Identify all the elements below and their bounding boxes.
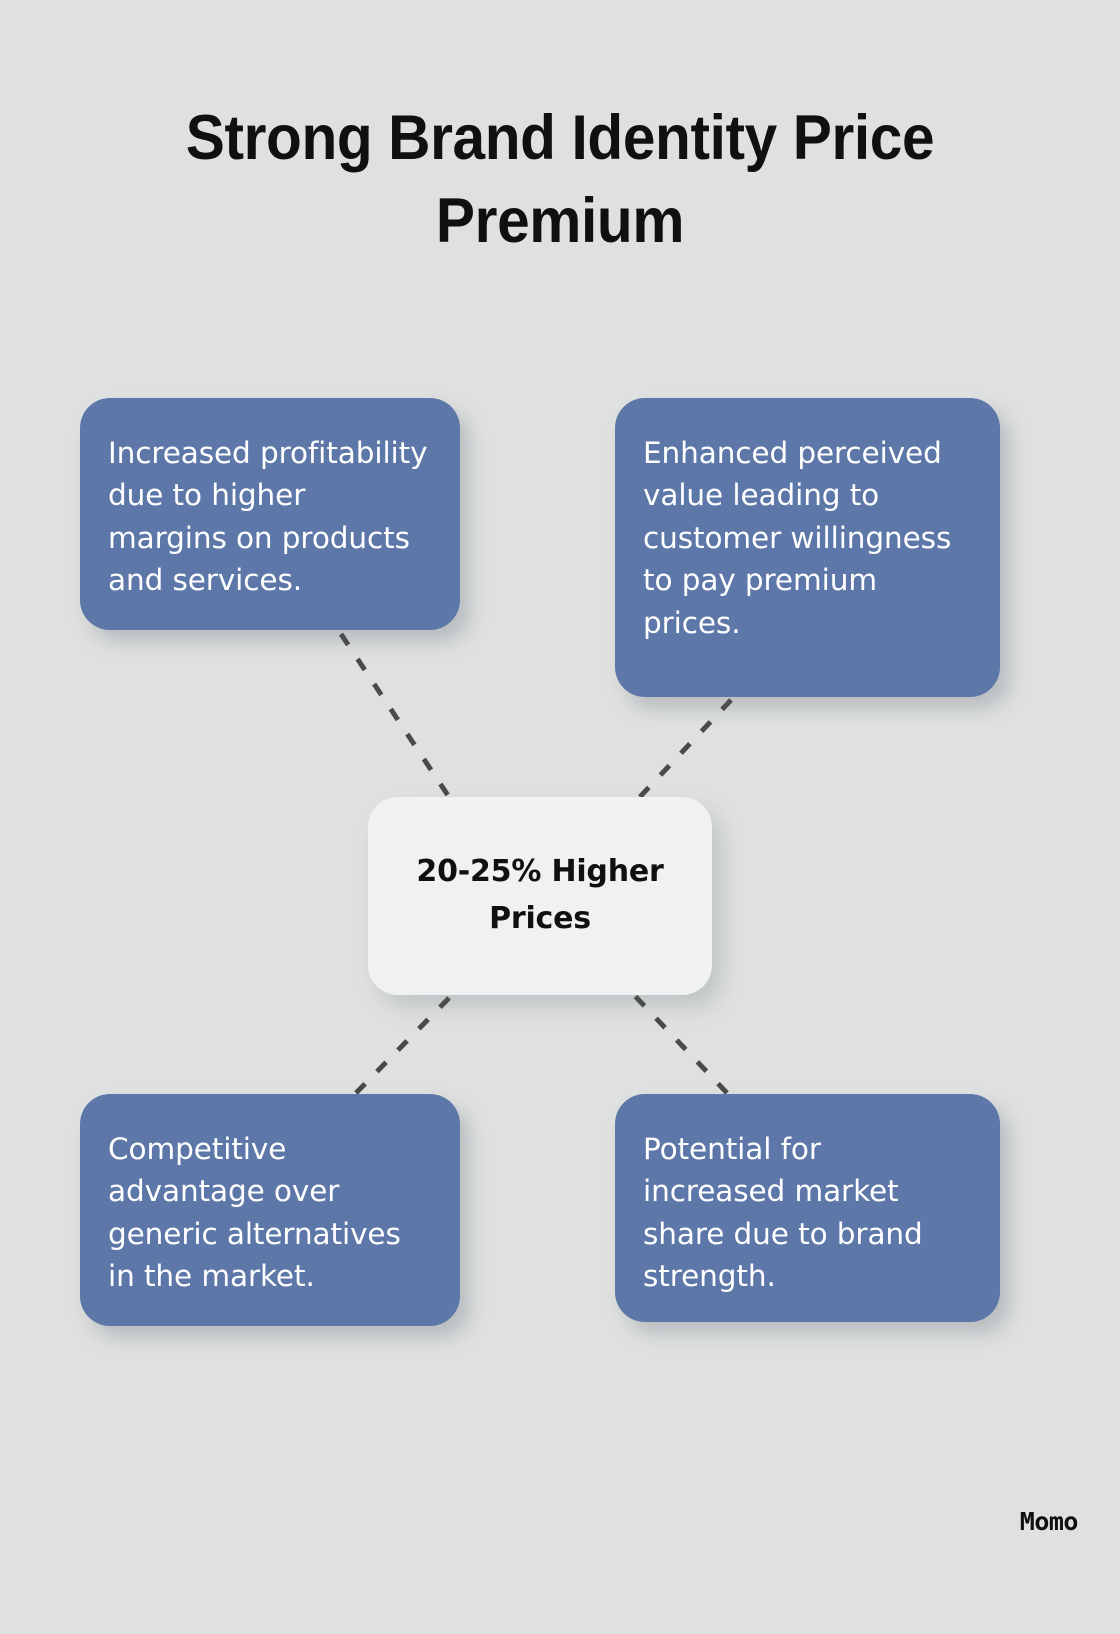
branch-card-bottom-right-text: Potential for increased market share due… [643, 1132, 923, 1294]
connector-top-left-to-center [338, 632, 454, 802]
branch-card-bottom-right[interactable]: Potential for increased market share due… [615, 1094, 1000, 1322]
branch-card-bottom-left-text: Competitive advantage over generic alter… [108, 1132, 401, 1294]
branch-card-top-left[interactable]: Increased profitability due to higher ma… [80, 398, 460, 630]
branch-card-bottom-left[interactable]: Competitive advantage over generic alter… [80, 1094, 460, 1326]
branch-card-top-right-text: Enhanced perceived value leading to cust… [643, 436, 952, 640]
center-card[interactable]: 20-25% Higher Prices [368, 797, 712, 995]
branch-card-top-right[interactable]: Enhanced perceived value leading to cust… [615, 398, 1000, 697]
connector-bottom-right-to-center [632, 993, 729, 1095]
connector-top-right-to-center [635, 698, 733, 802]
page-title: Strong Brand Identity Price Premium [185, 103, 935, 257]
branch-card-top-left-text: Increased profitability due to higher ma… [108, 436, 428, 598]
watermark-logo: Momo [1019, 1507, 1079, 1536]
connector-bottom-left-to-center [354, 993, 454, 1095]
center-card-label: 20-25% Higher Prices [416, 854, 664, 936]
